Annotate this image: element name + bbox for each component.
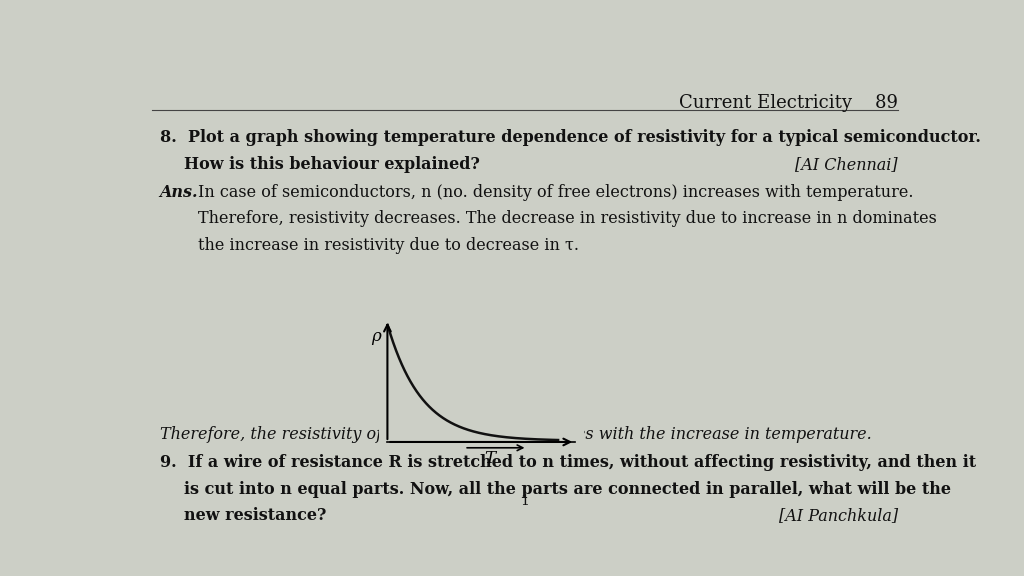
Text: Therefore, the resistivity of semiconductor decreases with the increase in tempe: Therefore, the resistivity of semiconduc… [160,426,871,443]
Text: is cut into n equal parts. Now, all the parts are connected in parallel, what wi: is cut into n equal parts. Now, all the … [183,481,950,498]
Text: Current Electricity    89: Current Electricity 89 [679,93,898,112]
Text: [AI Chennai]: [AI Chennai] [796,156,898,173]
Text: the increase in resistivity due to decrease in τ.: the increase in resistivity due to decre… [198,237,579,254]
Text: How is this behaviour explained?: How is this behaviour explained? [183,156,479,173]
Text: 1: 1 [520,494,529,508]
Text: Ans.: Ans. [160,184,199,200]
Text: ρ: ρ [371,328,381,346]
Text: 8.  Plot a graph showing temperature dependence of resistivity for a typical sem: 8. Plot a graph showing temperature depe… [160,129,981,146]
Text: T: T [484,450,496,467]
Text: Therefore, resistivity decreases. The decrease in resistivity due to increase in: Therefore, resistivity decreases. The de… [198,210,937,227]
Text: new resistance?: new resistance? [183,507,326,524]
Text: In case of semiconductors, n (no. density of free electrons) increases with temp: In case of semiconductors, n (no. densit… [198,184,913,200]
Text: 9.  If a wire of resistance R is stretched to n times, without affecting resisti: 9. If a wire of resistance R is stretche… [160,454,976,471]
Text: [AI Panchkula]: [AI Panchkula] [778,507,898,524]
